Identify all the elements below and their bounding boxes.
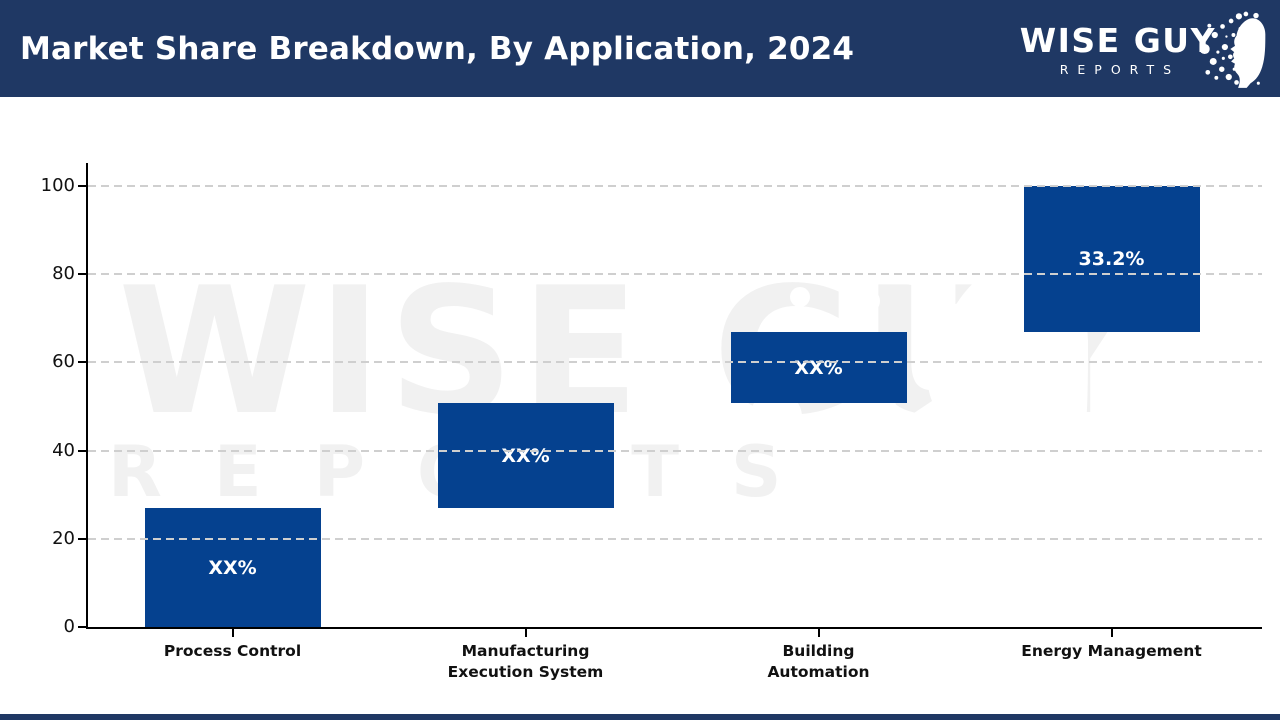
y-axis-spine bbox=[86, 163, 88, 629]
x-category-label: Process Control bbox=[83, 641, 383, 662]
bar-segment: XX% bbox=[144, 508, 321, 627]
gridline bbox=[88, 273, 1262, 276]
logo-subtext: REPORTS bbox=[1059, 61, 1181, 77]
gridline bbox=[88, 449, 1262, 452]
bar-value-label: XX% bbox=[208, 556, 257, 579]
chart-area: WISE GUY REPORTS 020406080100XX%Process … bbox=[0, 97, 1280, 714]
bar-segment: XX% bbox=[730, 332, 907, 403]
x-tick bbox=[524, 629, 527, 637]
x-tick bbox=[1110, 629, 1113, 637]
y-tick bbox=[78, 449, 86, 452]
x-category-label-line: Manufacturing bbox=[461, 642, 590, 660]
y-tick bbox=[78, 273, 86, 276]
x-tick bbox=[817, 629, 820, 637]
x-axis-spine bbox=[86, 627, 1262, 629]
x-category-label-line: Process Control bbox=[163, 642, 302, 660]
bar-value-label: 33.2% bbox=[1078, 248, 1145, 271]
page-title: Market Share Breakdown, By Application, … bbox=[20, 30, 855, 67]
y-tick bbox=[78, 537, 86, 540]
y-tick-label: 80 bbox=[52, 263, 75, 285]
gridline bbox=[88, 537, 1262, 540]
gridline bbox=[88, 185, 1262, 187]
x-category-label-line: Energy Management bbox=[1021, 642, 1202, 660]
bar-segment: 33.2% bbox=[1023, 186, 1200, 333]
x-category-label-line: Execution System bbox=[447, 663, 604, 681]
x-category-label: Energy Management bbox=[962, 641, 1262, 662]
bar-segment: XX% bbox=[437, 402, 614, 509]
y-tick bbox=[78, 626, 86, 628]
logo-wordmark: WISE GUY bbox=[1019, 20, 1216, 60]
wiseguy-logo: WISE GUY REPORTS bbox=[1020, 0, 1270, 97]
x-category-label-line: Automation bbox=[767, 663, 870, 681]
logo-text: WISE GUY REPORTS bbox=[1020, 21, 1216, 77]
y-tick-label: 20 bbox=[52, 527, 75, 549]
y-tick-label: 40 bbox=[52, 439, 75, 461]
dotted-face-icon bbox=[1200, 11, 1266, 88]
footer-bar bbox=[0, 714, 1280, 720]
y-tick-label: 0 bbox=[63, 616, 75, 637]
y-tick bbox=[78, 185, 86, 187]
y-tick-label: 60 bbox=[52, 351, 75, 373]
header-bar: Market Share Breakdown, By Application, … bbox=[0, 0, 1280, 97]
y-tick-label: 100 bbox=[40, 175, 75, 196]
bar-value-label: XX% bbox=[501, 444, 550, 467]
bar-value-label: XX% bbox=[794, 356, 843, 379]
x-category-label: Building Automation bbox=[669, 641, 969, 683]
gridline bbox=[88, 361, 1262, 364]
x-category-label-line: Building bbox=[782, 642, 855, 660]
x-tick bbox=[231, 629, 234, 637]
x-category-label: Manufacturing Execution System bbox=[376, 641, 676, 683]
y-tick bbox=[78, 361, 86, 364]
